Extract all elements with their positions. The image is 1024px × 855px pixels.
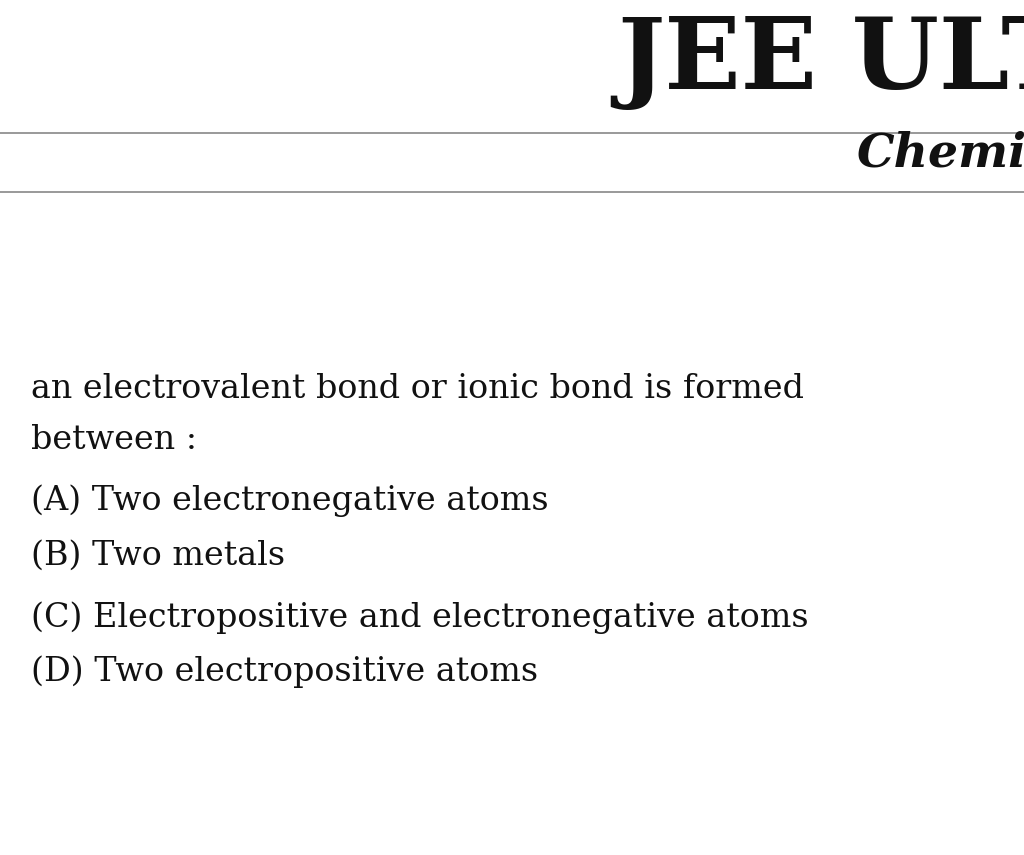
Text: Chemi: Chemi <box>857 131 1024 177</box>
Text: between :: between : <box>31 424 197 457</box>
Text: (D) Two electropositive atoms: (D) Two electropositive atoms <box>31 655 538 687</box>
Text: (A) Two electronegative atoms: (A) Two electronegative atoms <box>31 484 548 516</box>
Text: (B) Two metals: (B) Two metals <box>31 540 285 572</box>
Text: JEE ULTI: JEE ULTI <box>617 13 1024 110</box>
Text: an electrovalent bond or ionic bond is formed: an electrovalent bond or ionic bond is f… <box>31 373 804 405</box>
Text: (C) Electropositive and electronegative atoms: (C) Electropositive and electronegative … <box>31 601 808 634</box>
